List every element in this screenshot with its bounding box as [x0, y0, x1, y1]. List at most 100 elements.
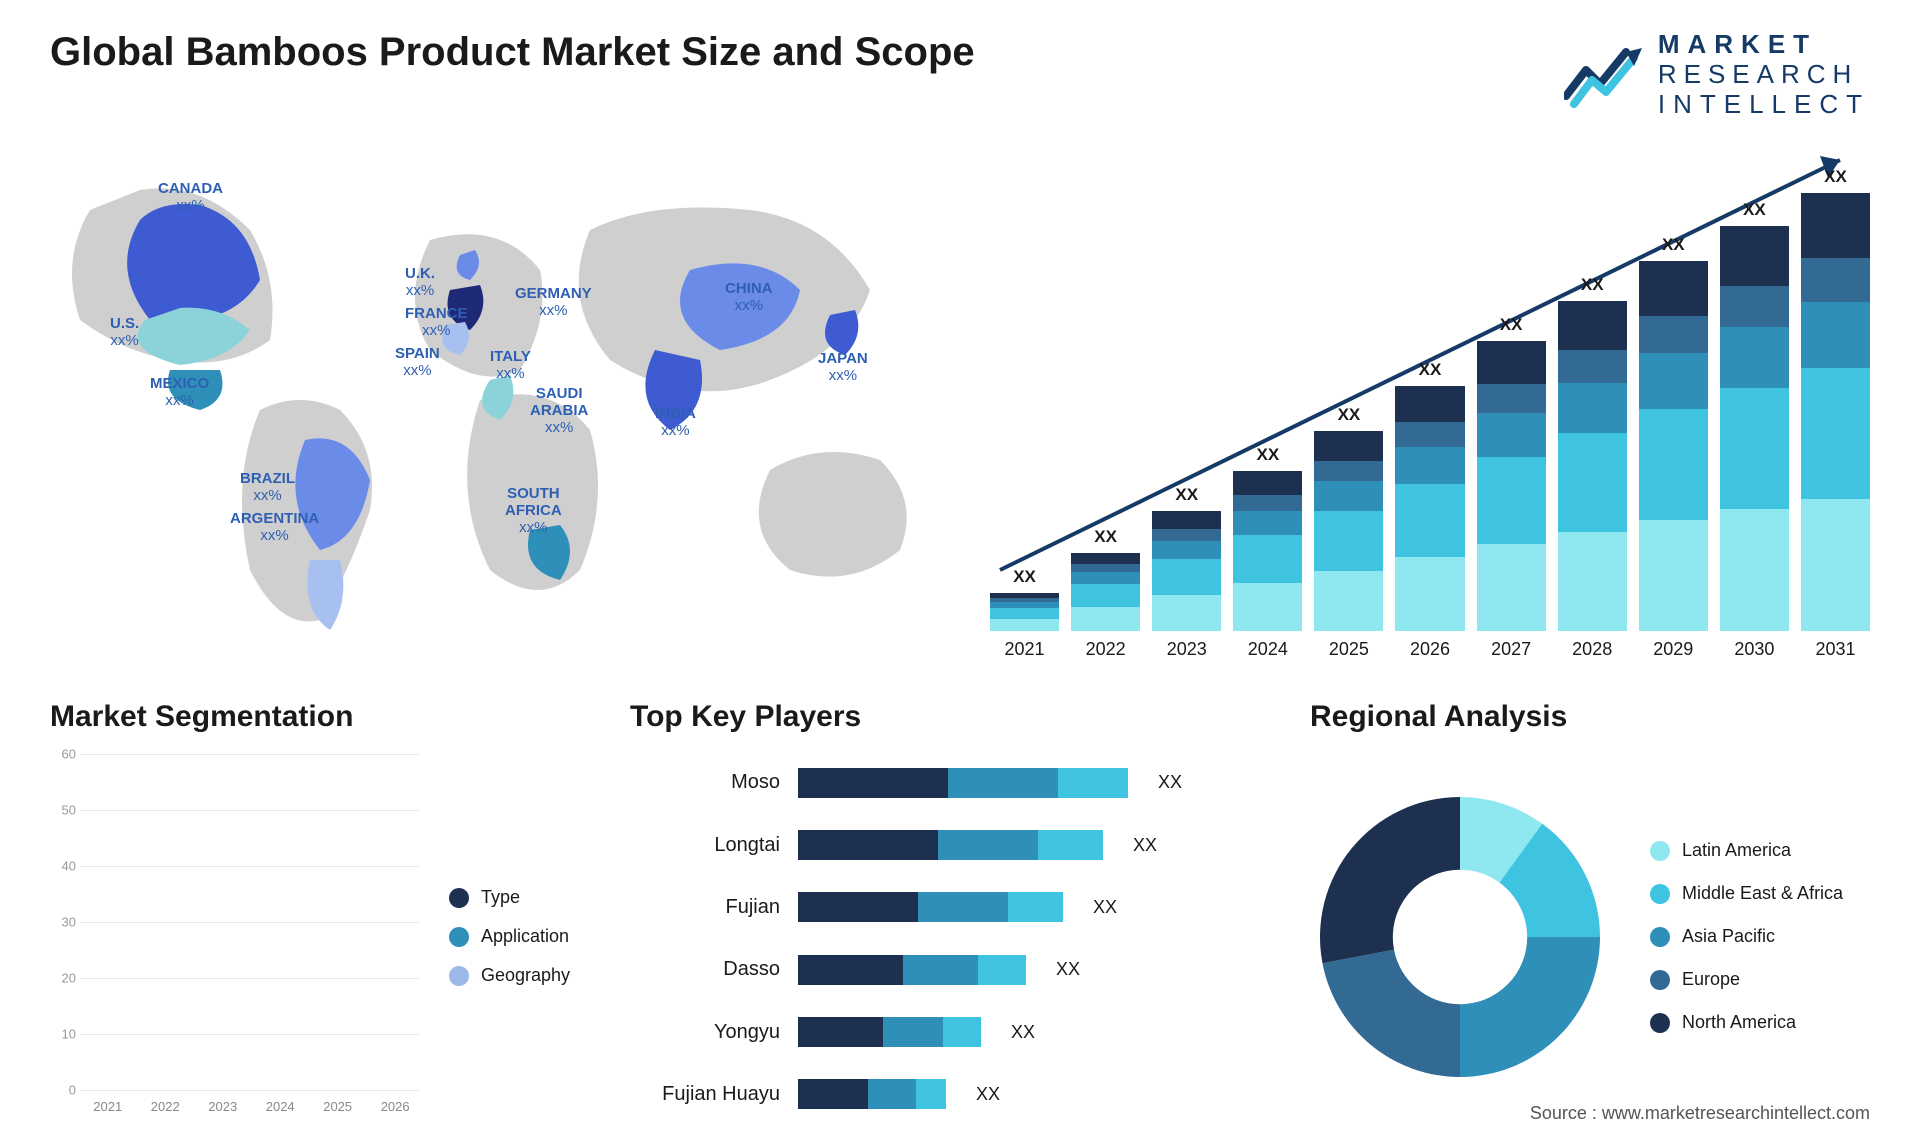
growth-bar-2028: XX2028: [1558, 275, 1627, 660]
seg-ytick: 0: [69, 1082, 76, 1097]
source-attribution: Source : www.marketresearchintellect.com: [1530, 1103, 1870, 1124]
player-value: XX: [1093, 897, 1117, 918]
legend-label: Asia Pacific: [1682, 926, 1775, 947]
legend-label: Middle East & Africa: [1682, 883, 1843, 904]
seg-ytick: 30: [62, 914, 76, 929]
player-row-moso: MosoXX: [630, 768, 1250, 798]
players-title: Top Key Players: [630, 700, 1250, 734]
seg-year-label: 2024: [256, 1099, 303, 1114]
donut-slice-north-america: [1320, 797, 1460, 963]
legend-dot-icon: [449, 927, 469, 947]
regional-legend: Latin America Middle East & Africa Asia Pa…: [1650, 840, 1843, 1033]
page-title: Global Bamboos Product Market Size and S…: [50, 30, 975, 75]
player-bar: [798, 1079, 946, 1109]
growth-bar-label: XX: [1175, 485, 1198, 505]
player-row-fujian: Fujian XX: [630, 892, 1250, 922]
seg-legend-item: Type: [449, 887, 570, 908]
players-panel: Top Key Players MosoXXLongtaiXXFujianXXD…: [630, 700, 1250, 1120]
map-label-japan: JAPANxx%: [818, 350, 868, 385]
player-bar: [798, 955, 1026, 985]
legend-label: Type: [481, 887, 520, 908]
seg-legend-item: Application: [449, 926, 570, 947]
map-label-germany: GERMANYxx%: [515, 285, 592, 320]
regional-legend-item: Asia Pacific: [1650, 926, 1843, 947]
growth-bar-label: XX: [1094, 527, 1117, 547]
seg-ytick: 40: [62, 858, 76, 873]
growth-bar-year: 2023: [1167, 639, 1207, 660]
growth-bar-2030: XX2030: [1720, 200, 1789, 660]
growth-bar-2023: XX 2023: [1152, 485, 1221, 660]
growth-bar-label: XX: [1338, 405, 1361, 425]
legend-dot-icon: [449, 888, 469, 908]
growth-bar-year: 2027: [1491, 639, 1531, 660]
regional-legend-item: Middle East & Africa: [1650, 883, 1843, 904]
growth-bar-label: XX: [1743, 200, 1766, 220]
player-bar: [798, 892, 1063, 922]
donut-slice-asia-pacific: [1460, 937, 1600, 1077]
player-value: XX: [1011, 1022, 1035, 1043]
growth-bar-year: 2026: [1410, 639, 1450, 660]
regional-donut: [1310, 787, 1610, 1087]
player-row-fujian-huayu: Fujian HuayuXX: [630, 1079, 1250, 1109]
growth-bar-2029: XX2029: [1639, 235, 1708, 660]
map-label-southafrica: SOUTHAFRICAxx%: [505, 485, 562, 537]
player-value: XX: [1133, 835, 1157, 856]
map-label-brazil: BRAZILxx%: [240, 470, 295, 505]
map-label-italy: ITALYxx%: [490, 348, 531, 383]
brand-logo: MARKET RESEARCH INTELLECT: [1564, 30, 1870, 120]
player-name: Fujian: [630, 896, 780, 919]
seg-year-label: 2025: [314, 1099, 361, 1114]
player-name: Dasso: [630, 958, 780, 981]
growth-bar-year: 2028: [1572, 639, 1612, 660]
map-label-canada: CANADAxx%: [158, 180, 223, 215]
growth-bar-label: XX: [1419, 360, 1442, 380]
seg-ytick: 50: [62, 802, 76, 817]
player-name: Moso: [630, 771, 780, 794]
growth-bar-year: 2025: [1329, 639, 1369, 660]
player-row-yongyu: Yongyu XX: [630, 1017, 1250, 1047]
logo-line1: MARKET: [1658, 30, 1870, 60]
legend-label: Europe: [1682, 969, 1740, 990]
map-label-india: INDIAxx%: [655, 405, 696, 440]
legend-label: North America: [1682, 1012, 1796, 1033]
regional-legend-item: Latin America: [1650, 840, 1843, 861]
map-label-mexico: MEXICOxx%: [150, 375, 209, 410]
growth-bar-2024: XX2024: [1233, 445, 1302, 660]
regional-panel: Regional Analysis Latin America Middle Ea…: [1310, 700, 1870, 1120]
regional-legend-item: Europe: [1650, 969, 1843, 990]
growth-bar-label: XX: [1013, 567, 1036, 587]
map-label-argentina: ARGENTINAxx%: [230, 510, 319, 545]
map-label-uk: U.K.xx%: [405, 265, 435, 300]
segmentation-chart: 0102030405060 202120222023202420252026: [50, 754, 419, 1120]
growth-chart-panel: XX2021XX2022XX2023XX2024XX2025XX2026XX20…: [990, 150, 1870, 660]
player-bar: [798, 768, 1128, 798]
player-value: XX: [1056, 959, 1080, 980]
donut-slice-europe: [1322, 949, 1460, 1076]
growth-bar-2027: XX2027: [1477, 315, 1546, 660]
map-label-us: U.S.xx%: [110, 315, 139, 350]
seg-year-label: 2023: [199, 1099, 246, 1114]
player-value: XX: [976, 1084, 1000, 1105]
segmentation-legend: TypeApplicationGeography: [449, 754, 570, 1120]
legend-dot-icon: [449, 966, 469, 986]
growth-bar-year: 2021: [1005, 639, 1045, 660]
seg-year-label: 2021: [84, 1099, 131, 1114]
map-label-china: CHINAxx%: [725, 280, 773, 315]
growth-bar-2031: XX2031: [1801, 167, 1870, 660]
growth-bar-2022: XX2022: [1071, 527, 1140, 660]
logo-line3: INTELLECT: [1658, 90, 1870, 120]
legend-label: Latin America: [1682, 840, 1791, 861]
segmentation-title: Market Segmentation: [50, 700, 570, 734]
player-bar: [798, 1017, 981, 1047]
seg-year-label: 2022: [141, 1099, 188, 1114]
logo-mark-icon: [1564, 40, 1644, 110]
growth-bar-label: XX: [1824, 167, 1847, 187]
seg-ytick: 10: [62, 1026, 76, 1041]
player-name: Yongyu: [630, 1021, 780, 1044]
map-label-saudiarabia: SAUDIARABIAxx%: [530, 385, 588, 437]
logo-line2: RESEARCH: [1658, 60, 1870, 90]
growth-bar-2026: XX 2026: [1395, 360, 1464, 660]
map-label-spain: SPAINxx%: [395, 345, 440, 380]
legend-label: Application: [481, 926, 569, 947]
regional-title: Regional Analysis: [1310, 700, 1870, 734]
